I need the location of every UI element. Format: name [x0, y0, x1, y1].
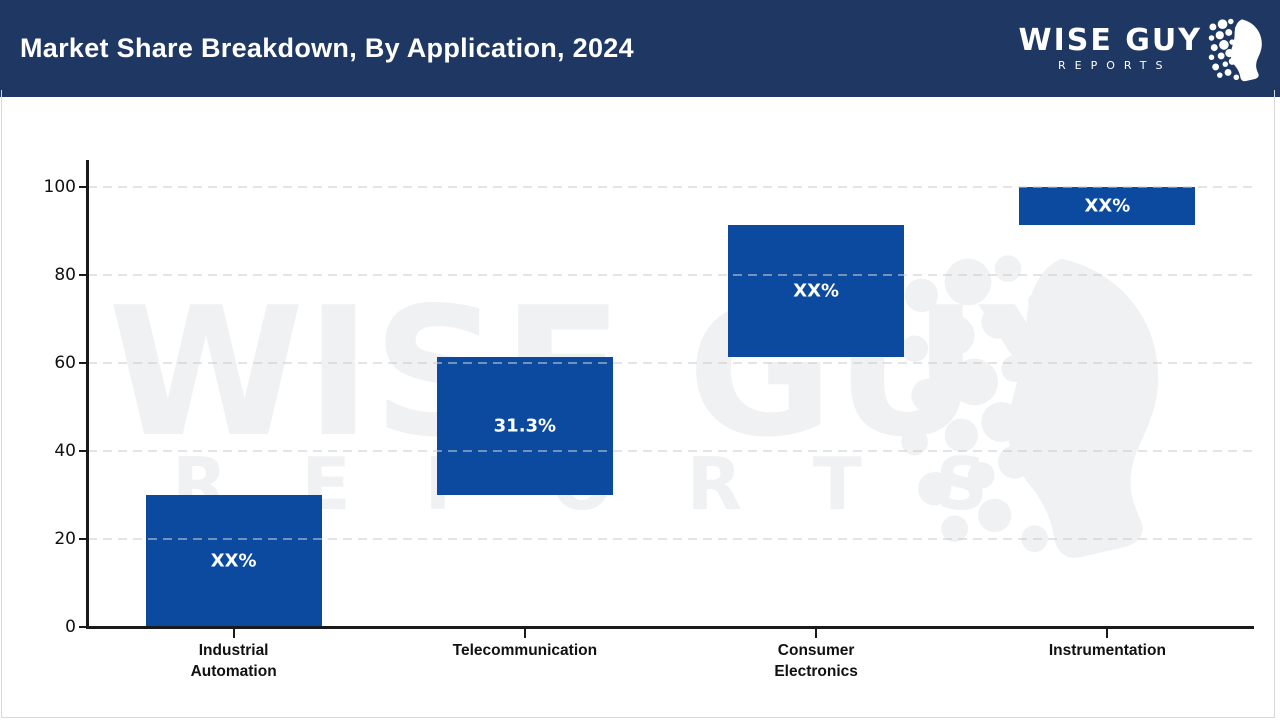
logo-reports-text: REPORTS [1058, 58, 1172, 72]
y-tick-20 [79, 538, 86, 540]
logo-wiseguy-text: WISE GUY [1018, 23, 1202, 59]
gridline-100 [88, 186, 1253, 188]
category-label-3: Consumer Electronics [774, 642, 858, 680]
category-label-1: Industrial Automation [190, 642, 277, 680]
gridline-40 [88, 450, 1253, 452]
y-tick-80 [79, 274, 86, 276]
logo: WISE GUY REPORTS [1018, 8, 1280, 90]
y-tick-0 [79, 626, 86, 628]
category-label-4: Instrumentation [1048, 642, 1166, 659]
bar-4 [1019, 187, 1196, 226]
page-title: Market Share Breakdown, By Application, … [20, 33, 634, 63]
y-tick-label-40: 40 [54, 441, 76, 461]
y-axis-line [86, 160, 89, 629]
y-tick-label-60: 60 [54, 353, 76, 373]
y-tick-label-100: 100 [43, 177, 76, 197]
y-tick-60 [79, 362, 86, 364]
y-tick-40 [79, 450, 86, 452]
bar-value-label-2: 31.3% [493, 415, 557, 437]
bar-value-label-4: XX% [1084, 195, 1131, 217]
x-tick-1 [232, 629, 235, 638]
x-axis-line [86, 626, 1254, 629]
gridline-80 [88, 274, 1253, 276]
bar-2 [436, 357, 613, 495]
bar-value-label-3: XX% [793, 280, 840, 302]
logo-text: WISE GUY REPORTS [1018, 25, 1202, 72]
bar-value-label-1: XX% [210, 550, 257, 572]
bar-1 [145, 495, 322, 627]
y-tick-label-20: 20 [54, 529, 76, 549]
gridline-20 [88, 538, 1253, 540]
gridline-60 [88, 362, 1253, 364]
category-label-2: Telecommunication [452, 642, 598, 659]
y-tick-label-0: 0 [65, 617, 76, 637]
y-tick-label-80: 80 [54, 265, 76, 285]
x-tick-4 [1106, 629, 1109, 638]
x-tick-2 [523, 629, 526, 638]
bar-3 [728, 225, 905, 358]
header-bar: Market Share Breakdown, By Application, … [0, 0, 1280, 97]
x-tick-3 [815, 629, 818, 638]
y-tick-100 [79, 186, 86, 188]
